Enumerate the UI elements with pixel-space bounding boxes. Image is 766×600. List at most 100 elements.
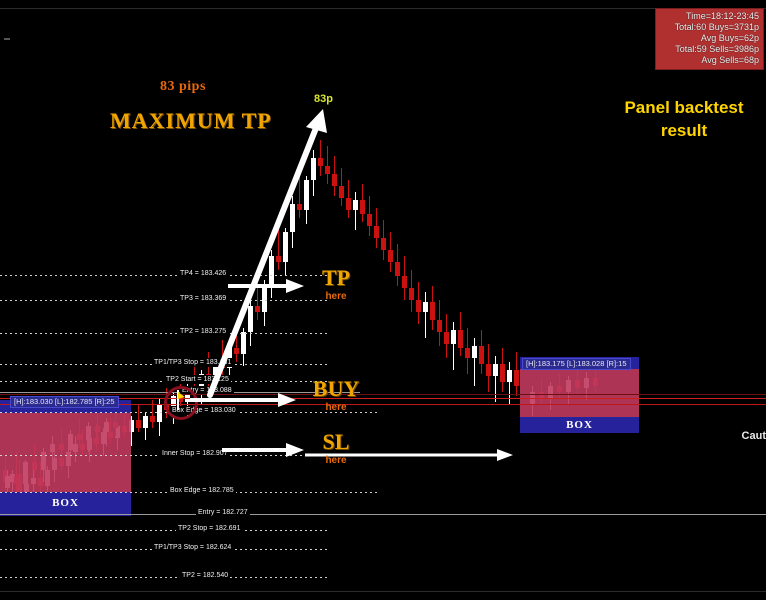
candle-wick	[138, 404, 139, 432]
level-label-entry: Entry = 182.727	[196, 508, 250, 517]
candle-body	[360, 200, 365, 214]
entry-point-circle-highlight	[164, 386, 198, 420]
candle-body	[437, 320, 442, 332]
candle-body	[150, 416, 155, 422]
candle-body	[458, 330, 463, 348]
left-edge-tick	[4, 38, 10, 40]
candle-wick	[509, 362, 510, 404]
candle-body	[136, 420, 141, 428]
level-line-tp3: TP3 = 183.369	[0, 294, 330, 305]
candle-body	[514, 370, 519, 386]
level-label-tp3: TP3 = 183.369	[178, 294, 229, 303]
level-dash-tp2	[0, 333, 330, 334]
candle-body	[283, 232, 288, 262]
chart-top-border	[0, 8, 766, 9]
level-label-tp1tp3stop: TP1/TP3 Stop = 183.181	[152, 358, 234, 367]
candle-wick	[236, 322, 237, 362]
candle-body	[304, 180, 309, 210]
entry-price-line-shadow	[0, 394, 766, 395]
level-label-tp1tp3stp2: TP1/TP3 Stop = 182.624	[152, 543, 234, 552]
entry-price-line-upper	[0, 398, 766, 399]
right-box-price-tag[interactable]: [H]:183.175 [L]:183.028 [R]:15	[522, 358, 631, 370]
left-box-bottom-band[interactable]: BOX	[0, 492, 131, 516]
sl-callout: SL here	[306, 430, 366, 468]
level-label-entrytop: Entry = 183.088	[180, 386, 234, 395]
candle-body	[213, 362, 218, 380]
candle-body	[423, 302, 428, 312]
tp-pointer-arrow	[228, 279, 304, 293]
candle-body	[451, 330, 456, 344]
left-box-label: BOX	[52, 497, 79, 509]
sl-pointer-arrow	[222, 443, 304, 457]
candle-wick	[355, 192, 356, 230]
candle-body	[402, 276, 407, 288]
buy-callout-sub: here	[325, 402, 347, 413]
level-line-tp2low: TP2 = 182.540	[0, 571, 330, 582]
level-line-tp4: TP4 = 183.426	[0, 269, 330, 280]
panel-backtest-caption: Panel backtest result	[624, 98, 744, 140]
candle-body	[430, 302, 435, 320]
candle-wick	[453, 322, 454, 370]
level-line-tp2stop: TP2 Stop = 182.691	[0, 524, 330, 535]
level-label-tp4: TP4 = 183.426	[178, 269, 229, 278]
level-label-tp2: TP2 = 183.275	[178, 327, 229, 336]
level-line-boxedgelo: Box Edge = 182.785	[0, 486, 380, 497]
candle-body	[129, 420, 134, 432]
candle-body	[325, 166, 330, 174]
right-box-region[interactable]	[520, 368, 639, 418]
backtest-line-2: Avg Buys=62p	[700, 33, 759, 43]
level-dash-tp4	[0, 275, 330, 276]
level-label-tp2low: TP2 = 182.540	[180, 571, 231, 580]
candle-body	[472, 346, 477, 358]
backtest-line-1: Total:60 Buys=3731p	[674, 22, 759, 32]
level-label-boxedgelo: Box Edge = 182.785	[168, 486, 236, 495]
caution-label: Caut	[741, 430, 766, 442]
level-label-tp2stop: TP2 Stop = 182.691	[176, 524, 243, 533]
candle-body	[297, 204, 302, 210]
right-box-bottom-band[interactable]: BOX	[520, 417, 639, 433]
candle-body	[332, 174, 337, 186]
backtest-result-panel[interactable]: Time=18:12-23:45 Total:60 Buys=3731p Avg B…	[655, 8, 764, 70]
level-line-tp1tp3stop: TP1/TP3 Stop = 183.181	[0, 358, 330, 369]
candle-wick	[474, 338, 475, 386]
level-dash-tp2stop	[0, 530, 330, 531]
sl-callout-sub: here	[325, 455, 347, 466]
candle-body	[444, 332, 449, 344]
candle-body	[465, 348, 470, 358]
buy-callout: BUY here	[300, 377, 372, 415]
level-line-tp1tp3stp2: TP1/TP3 Stop = 182.624	[0, 543, 330, 554]
level-dash-entry	[0, 514, 766, 515]
right-box-label: BOX	[566, 419, 593, 431]
candle-body	[339, 186, 344, 198]
candle-wick	[495, 356, 496, 402]
candle-body	[262, 284, 267, 312]
candle-body	[346, 198, 351, 210]
candle-wick	[152, 400, 153, 428]
candle-body	[388, 250, 393, 262]
candle-wick	[299, 170, 300, 218]
candle-wick	[425, 292, 426, 338]
candle-body	[374, 226, 379, 238]
candle-body	[255, 306, 260, 312]
candle-body	[409, 288, 414, 300]
tp-callout: TP here	[306, 266, 366, 304]
maximum-tp-title: MAXIMUM TP	[110, 108, 272, 133]
candle-body	[500, 364, 505, 382]
pips-distance-label: 83 pips	[160, 79, 206, 94]
entry-arrow-marker	[177, 390, 185, 410]
candle-body	[241, 332, 246, 354]
level-dash-tp3	[0, 300, 330, 301]
arrow-tip-pips-label: 83p	[314, 93, 333, 105]
candle-body	[311, 158, 316, 180]
candle-body	[143, 416, 148, 428]
candle-wick	[257, 276, 258, 320]
candle-body	[248, 306, 253, 332]
left-box-price-tag[interactable]: [H]:183.030 [L]:182.785 [R]:25	[10, 396, 119, 408]
candle-body	[367, 214, 372, 226]
sl-callout-title: SL	[322, 429, 350, 454]
candle-body	[318, 158, 323, 166]
candle-body	[157, 404, 162, 422]
tp-callout-title: TP	[321, 265, 351, 290]
candle-body	[479, 346, 484, 364]
